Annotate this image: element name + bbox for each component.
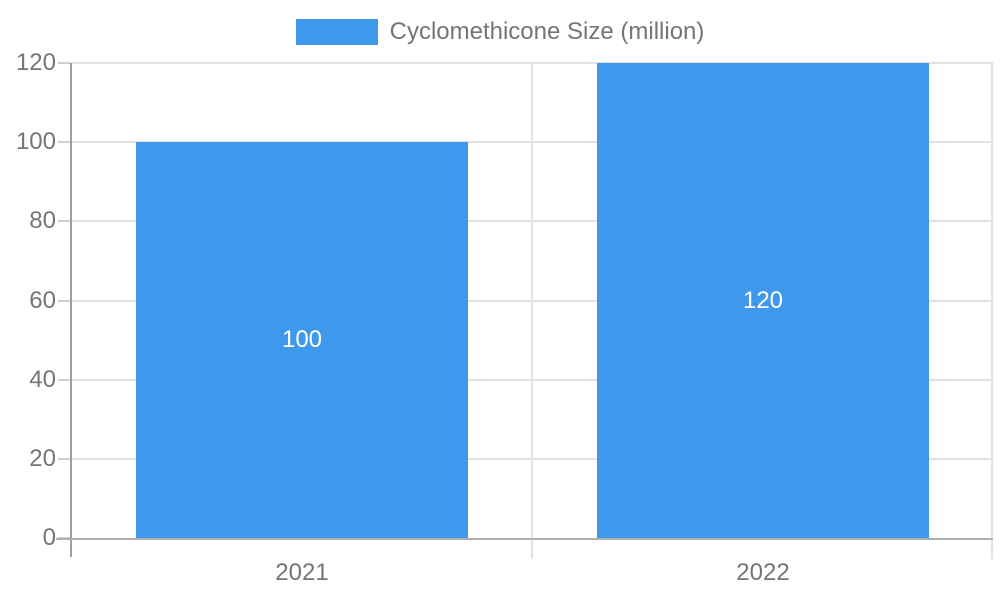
bar-value-label: 120 [742,287,784,314]
gridline-vertical [991,63,993,559]
y-tick-mark [58,220,71,223]
y-tick-label: 80 [29,207,56,235]
y-tick-label: 40 [29,365,56,393]
y-tick-label: 0 [42,524,56,551]
y-tick-mark [58,378,71,381]
y-tick-label: 100 [15,128,56,156]
y-axis-line [70,63,72,557]
y-tick-label: 60 [29,286,56,314]
bar-2022[interactable] [597,63,929,538]
gridline-vertical [531,63,533,559]
x-tick-label-2021: 2021 [275,559,329,586]
y-tick-mark [58,62,71,64]
y-tick-label: 20 [29,444,56,472]
x-tick-label-2022: 2022 [736,559,790,586]
chart-legend[interactable]: Cyclomethicone Size (million) [0,18,1000,46]
legend-label[interactable]: Cyclomethicone Size (million) [389,18,705,45]
y-tick-label: 120 [15,49,56,76]
legend-swatch[interactable] [295,19,378,45]
y-tick-mark [58,299,71,302]
bar-value-label: 100 [281,326,323,353]
x-axis-line [56,538,993,540]
y-tick-mark [58,457,71,460]
bar-2021[interactable] [136,142,468,538]
y-tick-mark [58,141,71,144]
